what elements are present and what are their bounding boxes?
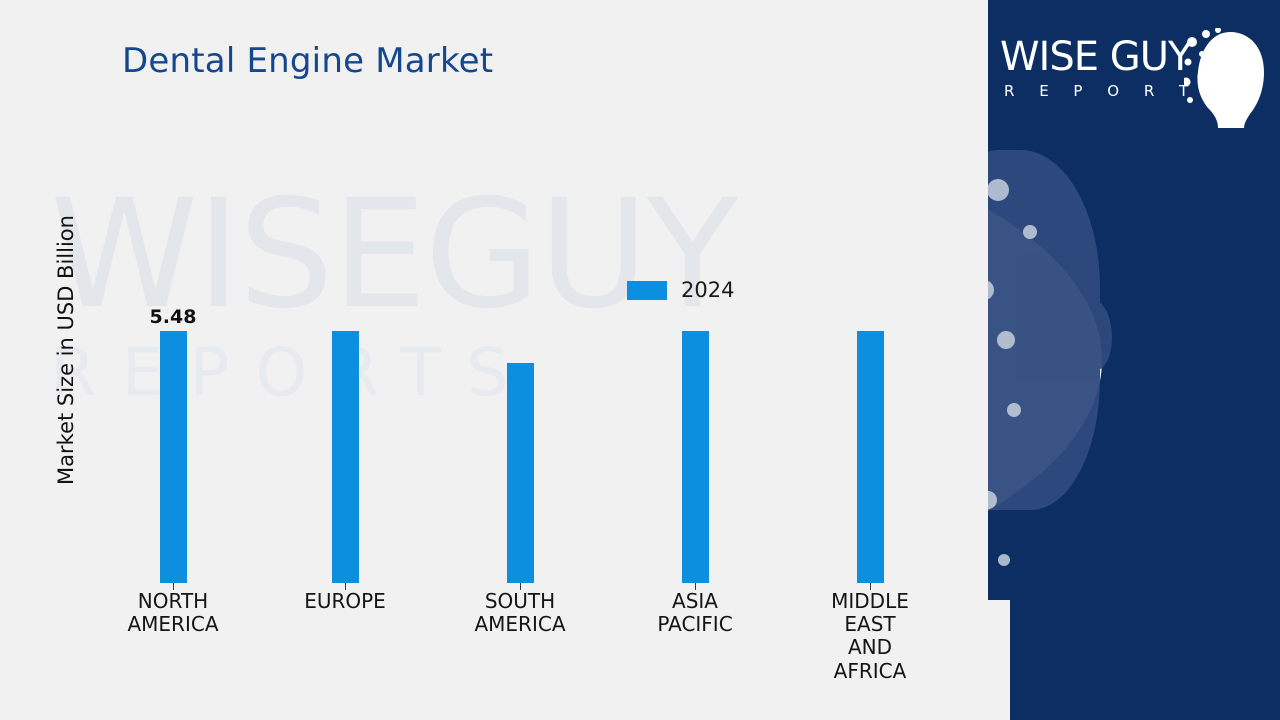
brand-logo: WISE GUY R E P O R T S [996, 28, 1276, 128]
bar-rect-middle-east-and-africa[interactable] [856, 331, 884, 583]
bar-group-south-america[interactable] [445, 160, 595, 590]
bar-rect-north-america[interactable] [159, 331, 187, 583]
bar-value-north-america: 5.48 [149, 306, 197, 328]
axis-tick-europe [344, 583, 346, 590]
brand-panel: WISE GUY R E P O R T S [988, 0, 1280, 720]
bar-label-south-america: SOUTH AMERICA [474, 589, 566, 637]
bar-label-middle-east-and-africa: MIDDLE EAST AND AFRICA [831, 589, 909, 683]
axis-tick-asia-pacific [694, 583, 696, 590]
bar-label-asia-pacific: ASIA PACIFIC [657, 589, 733, 637]
brand-dot-pattern-icon [988, 179, 1037, 566]
logo-head-icon [1184, 28, 1264, 128]
y-axis-label: Market Size in USD Billion [54, 215, 78, 485]
bar-group-europe[interactable] [270, 160, 420, 590]
legend-label-2024: 2024 [681, 278, 735, 302]
bar-label-north-america: NORTH AMERICA [127, 589, 219, 637]
brand-wordmark: WISE GUY [1000, 34, 1192, 80]
bar-rect-south-america[interactable] [506, 363, 534, 583]
axis-tick-south-america [519, 583, 521, 590]
bar-rect-asia-pacific[interactable] [681, 331, 709, 583]
chart-legend: 2024 [627, 278, 734, 302]
panel-bottom-wedge [988, 600, 1010, 720]
axis-tick-north-america [172, 583, 174, 590]
bar-label-europe: EUROPE [304, 589, 386, 613]
brand-subtitle: R E P O R T S [1004, 82, 1233, 100]
brand-head-silhouette [988, 150, 1112, 510]
axis-tick-middle-east-and-africa [869, 583, 871, 590]
chart-plot-area: Market Size in USD Billion 2024 5.48 NOR… [54, 160, 930, 683]
legend-swatch-2024 [627, 280, 667, 300]
bar-group-north-america[interactable]: 5.48 [98, 160, 248, 590]
bar-group-asia-pacific[interactable] [620, 160, 770, 590]
bar-series-container: 5.48 NORTH AMERICA EUROPE SO [98, 160, 930, 683]
page-title: Dental Engine Market [122, 41, 494, 81]
bar-rect-europe[interactable] [331, 331, 359, 583]
bar-group-middle-east-and-africa[interactable] [795, 160, 945, 590]
